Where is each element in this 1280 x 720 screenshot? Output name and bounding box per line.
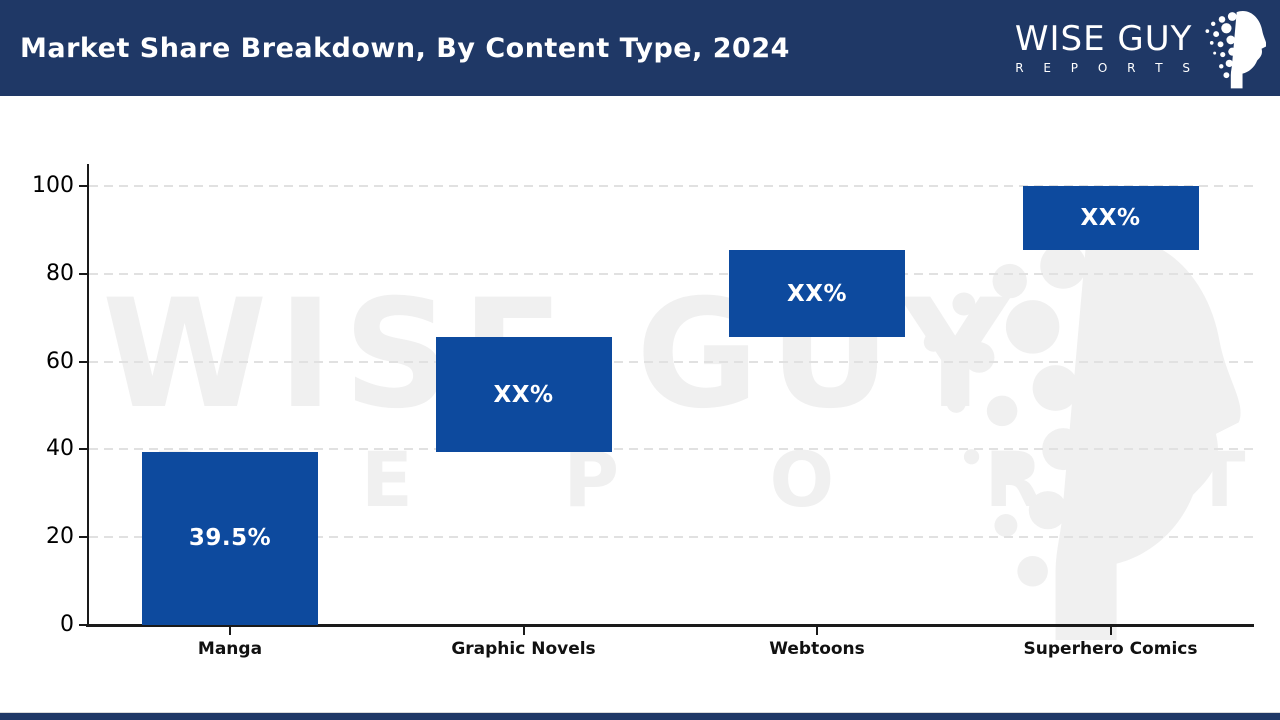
y-tick-60	[79, 360, 87, 363]
y-tick-label-80: 80	[46, 260, 74, 286]
y-tick-label-60: 60	[46, 348, 74, 374]
x-tick-1	[229, 627, 231, 635]
gridline-y-80	[89, 272, 1253, 275]
logo-subtext: R E P O R T S	[1015, 60, 1198, 75]
footer-divider	[0, 712, 1280, 713]
x-category-label: Manga	[197, 639, 263, 659]
bar-value-label: XX%	[786, 280, 847, 307]
y-tick-label-40: 40	[46, 436, 74, 462]
chart-title: Market Share Breakdown, By Content Type,…	[20, 32, 790, 64]
bar-graphic-novels: XX%	[435, 337, 612, 452]
bar-superhero-comics: XX%	[1022, 186, 1199, 250]
y-tick-100	[79, 185, 87, 187]
gridline-y-40	[89, 448, 1253, 451]
logo-wordmark-block: WISE GUY R E P O R T S	[1009, 22, 1198, 75]
x-category-label: Superhero Comics	[1023, 639, 1198, 659]
x-category-label: Webtoons	[769, 639, 865, 659]
x-tick-2	[522, 627, 525, 635]
x-tick-4	[1109, 627, 1112, 635]
x-category-label: Graphic Novels	[451, 639, 596, 659]
bar-value-label: 39.5%	[188, 525, 272, 552]
y-tick-label-100: 100	[32, 173, 74, 198]
x-tick-3	[816, 627, 818, 635]
logo-wordmark: WISE GUY	[1014, 18, 1193, 59]
y-tick-20	[79, 536, 87, 539]
y-axis-line	[87, 164, 89, 626]
y-tick-40	[79, 448, 87, 451]
x-axis-line	[86, 624, 1254, 627]
y-tick-80	[79, 272, 87, 275]
gridline-y-60	[89, 360, 1253, 363]
header-bar: Market Share Breakdown, By Content Type,…	[0, 0, 1280, 96]
gridline-y-20	[89, 536, 1253, 539]
bar-value-label: XX%	[1080, 204, 1141, 231]
bar-webtoons: XX%	[729, 249, 905, 338]
logo-head-icon	[1205, 11, 1266, 89]
y-tick-label-0: 0	[60, 612, 74, 637]
bar-manga: 39.5%	[142, 451, 318, 625]
footer-bar	[0, 713, 1280, 720]
y-tick-0	[79, 624, 87, 626]
bar-value-label: XX%	[493, 381, 554, 408]
wiseguy-logo: WISE GUY R E P O R T S	[1009, 7, 1266, 89]
gridline-y-100	[89, 185, 1253, 187]
y-tick-label-20: 20	[46, 524, 74, 550]
